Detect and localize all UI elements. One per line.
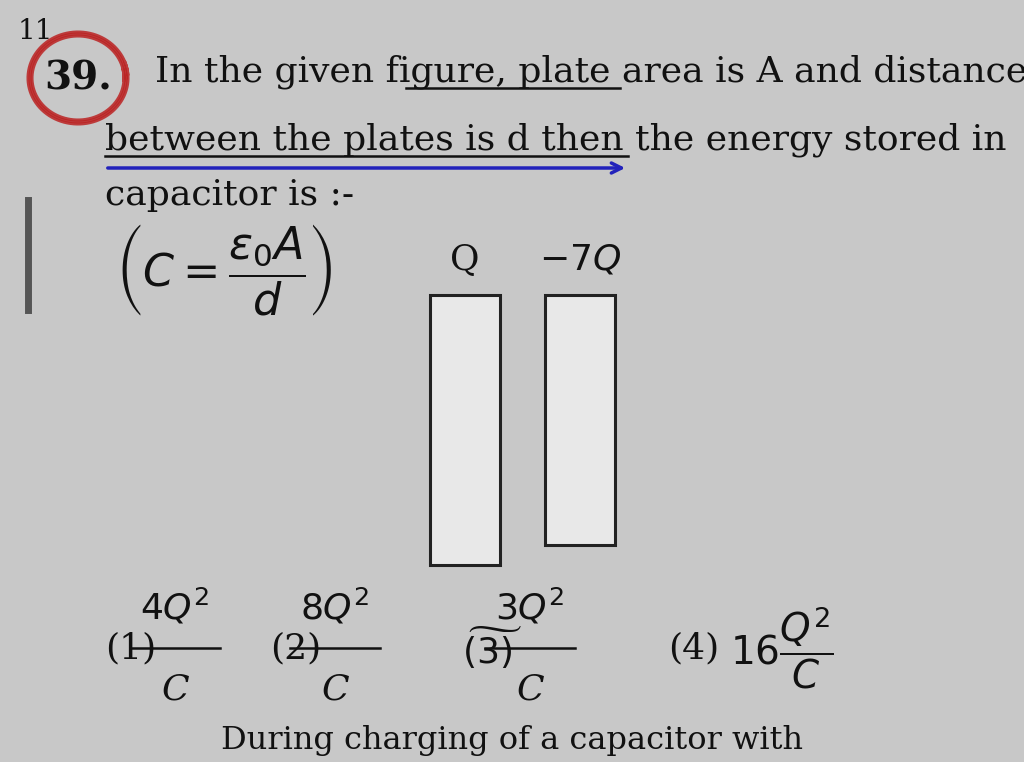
Text: (1): (1) (105, 631, 157, 665)
Text: $4Q^2$: $4Q^2$ (140, 586, 210, 626)
Text: C: C (516, 673, 544, 707)
Text: C: C (322, 673, 349, 707)
Text: C: C (161, 673, 188, 707)
Text: Q: Q (451, 243, 480, 277)
Text: (4): (4) (668, 631, 719, 665)
Text: (2): (2) (270, 631, 322, 665)
Text: $\widetilde{(3)}$: $\widetilde{(3)}$ (462, 625, 522, 671)
Text: During charging of a capacitor with: During charging of a capacitor with (221, 725, 803, 755)
Text: $-7Q$: $-7Q$ (539, 243, 622, 277)
Bar (545, 295, 615, 545)
Text: between the plates is d then the energy stored in: between the plates is d then the energy … (105, 123, 1007, 157)
Text: capacitor is :-: capacitor is :- (105, 178, 354, 212)
Bar (430, 295, 500, 565)
Text: $8Q^2$: $8Q^2$ (300, 586, 370, 626)
Text: $16\dfrac{Q^2}{C}$: $16\dfrac{Q^2}{C}$ (730, 604, 834, 691)
Text: 39.: 39. (44, 59, 112, 97)
Text: $3Q^2$: $3Q^2$ (496, 586, 565, 626)
Text: In the given figure, plate area is A and distance: In the given figure, plate area is A and… (155, 55, 1024, 89)
Text: $\left(C = \dfrac{\epsilon_0 A}{d}\right)$: $\left(C = \dfrac{\epsilon_0 A}{d}\right… (115, 223, 332, 318)
Text: 11: 11 (18, 18, 53, 45)
